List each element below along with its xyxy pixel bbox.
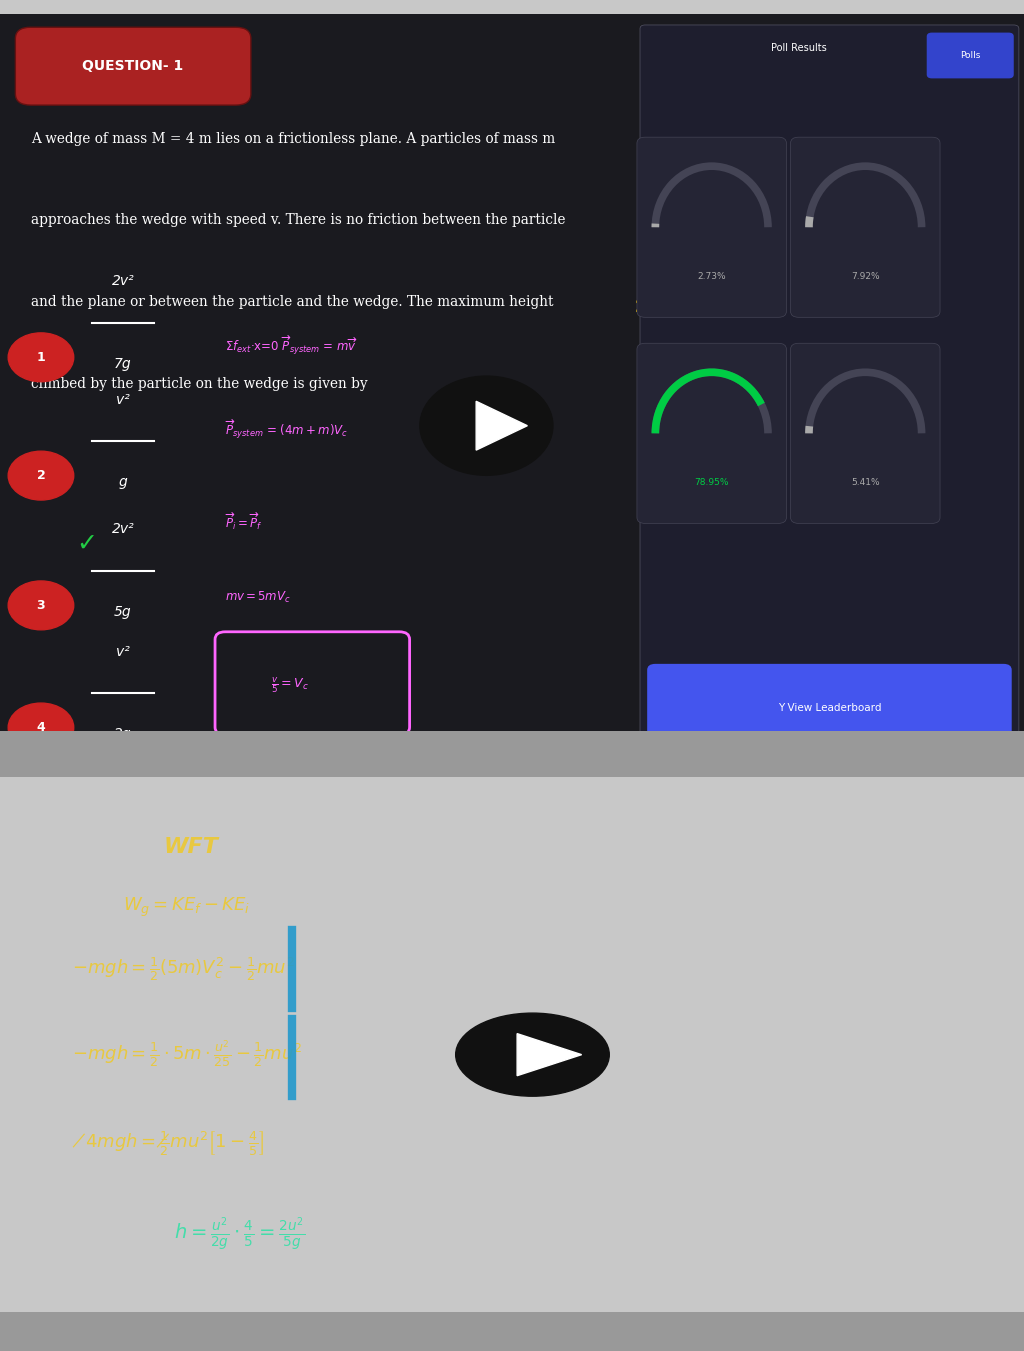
Text: $-mgh = \frac{1}{2}(5m)V_c^2 - \frac{1}{2}mu^2$: $-mgh = \frac{1}{2}(5m)V_c^2 - \frac{1}{… bbox=[72, 955, 295, 982]
Text: 5.41%: 5.41% bbox=[851, 478, 880, 488]
Polygon shape bbox=[517, 1034, 582, 1075]
Text: 2: 2 bbox=[37, 469, 45, 482]
FancyBboxPatch shape bbox=[791, 138, 940, 317]
Text: g: g bbox=[119, 476, 127, 489]
Text: Y View Leaderboard: Y View Leaderboard bbox=[777, 703, 882, 713]
Circle shape bbox=[8, 332, 74, 382]
Text: $\overrightarrow{P}_i = \overrightarrow{P}_f$: $\overrightarrow{P}_i = \overrightarrow{… bbox=[225, 511, 263, 532]
Text: 78.95%: 78.95% bbox=[694, 478, 729, 488]
FancyBboxPatch shape bbox=[637, 138, 786, 317]
Text: approaches the wedge with speed v. There is no friction between the particle: approaches the wedge with speed v. There… bbox=[31, 213, 565, 227]
Circle shape bbox=[420, 376, 553, 476]
Text: v²: v² bbox=[116, 393, 130, 407]
Text: $W_g = KE_f - KE_i$: $W_g = KE_f - KE_i$ bbox=[123, 896, 250, 920]
FancyBboxPatch shape bbox=[791, 343, 940, 523]
Text: Poll Results: Poll Results bbox=[771, 43, 826, 53]
Text: $\Sigma f_{ext}$·x=0 $\overrightarrow{P}_{system}$ = $m\overrightarrow{v}$: $\Sigma f_{ext}$·x=0 $\overrightarrow{P}… bbox=[225, 334, 358, 358]
Text: $\overrightarrow{P}_{system}$ = $(4m+m)V_c$: $\overrightarrow{P}_{system}$ = $(4m+m)V… bbox=[225, 417, 348, 442]
Text: $-mgh = \frac{1}{2} \cdot 5m \cdot \frac{u^2}{25} - \frac{1}{2}mu^2$: $-mgh = \frac{1}{2} \cdot 5m \cdot \frac… bbox=[72, 1039, 302, 1070]
Text: ✓: ✓ bbox=[77, 532, 97, 557]
Text: 2g: 2g bbox=[114, 727, 132, 742]
Text: $h = \frac{u^2}{2g} \cdot \frac{4}{5} = \frac{2u^2}{5g}$: $h = \frac{u^2}{2g} \cdot \frac{4}{5} = … bbox=[174, 1216, 305, 1254]
Text: $\frac{v}{5} = V_c$: $\frac{v}{5} = V_c$ bbox=[271, 676, 309, 694]
Text: $mv = 5mV_c$: $mv = 5mV_c$ bbox=[225, 590, 291, 605]
Text: 2.73%: 2.73% bbox=[697, 273, 726, 281]
FancyBboxPatch shape bbox=[647, 663, 1012, 753]
Circle shape bbox=[456, 1013, 609, 1096]
Text: $\not 4mgh = \frac{1}{2}\not mu^2\left[1-\frac{4}{5}\right]$: $\not 4mgh = \frac{1}{2}\not mu^2\left[1… bbox=[72, 1129, 264, 1158]
Text: 1: 1 bbox=[37, 351, 45, 363]
FancyBboxPatch shape bbox=[0, 14, 1024, 777]
FancyBboxPatch shape bbox=[0, 1312, 1024, 1351]
Text: 2v²: 2v² bbox=[112, 274, 134, 288]
Circle shape bbox=[8, 581, 74, 630]
Text: 7.92%: 7.92% bbox=[851, 273, 880, 281]
Text: 2019 Main, 9 April II: 2019 Main, 9 April II bbox=[635, 300, 802, 315]
Circle shape bbox=[8, 451, 74, 500]
Text: and the plane or between the particle and the wedge. The maximum height: and the plane or between the particle an… bbox=[31, 295, 553, 309]
Polygon shape bbox=[476, 401, 527, 450]
Text: 7g: 7g bbox=[114, 357, 132, 372]
Text: WFT: WFT bbox=[164, 836, 219, 857]
Text: climbed by the particle on the wedge is given by: climbed by the particle on the wedge is … bbox=[31, 377, 368, 390]
Text: 5g: 5g bbox=[114, 605, 132, 619]
FancyBboxPatch shape bbox=[640, 24, 1019, 766]
FancyBboxPatch shape bbox=[927, 32, 1014, 78]
Text: 3: 3 bbox=[37, 598, 45, 612]
Text: 2v²: 2v² bbox=[112, 523, 134, 536]
Circle shape bbox=[8, 703, 74, 753]
FancyBboxPatch shape bbox=[637, 343, 786, 523]
FancyBboxPatch shape bbox=[15, 27, 251, 105]
Text: A wedge of mass M = 4 m lies on a frictionless plane. A particles of mass m: A wedge of mass M = 4 m lies on a fricti… bbox=[31, 132, 555, 146]
Text: 4: 4 bbox=[37, 721, 45, 734]
Text: QUESTION- 1: QUESTION- 1 bbox=[83, 59, 183, 73]
FancyBboxPatch shape bbox=[0, 731, 1024, 777]
Text: v²: v² bbox=[116, 644, 130, 658]
Text: Polls: Polls bbox=[961, 51, 980, 59]
